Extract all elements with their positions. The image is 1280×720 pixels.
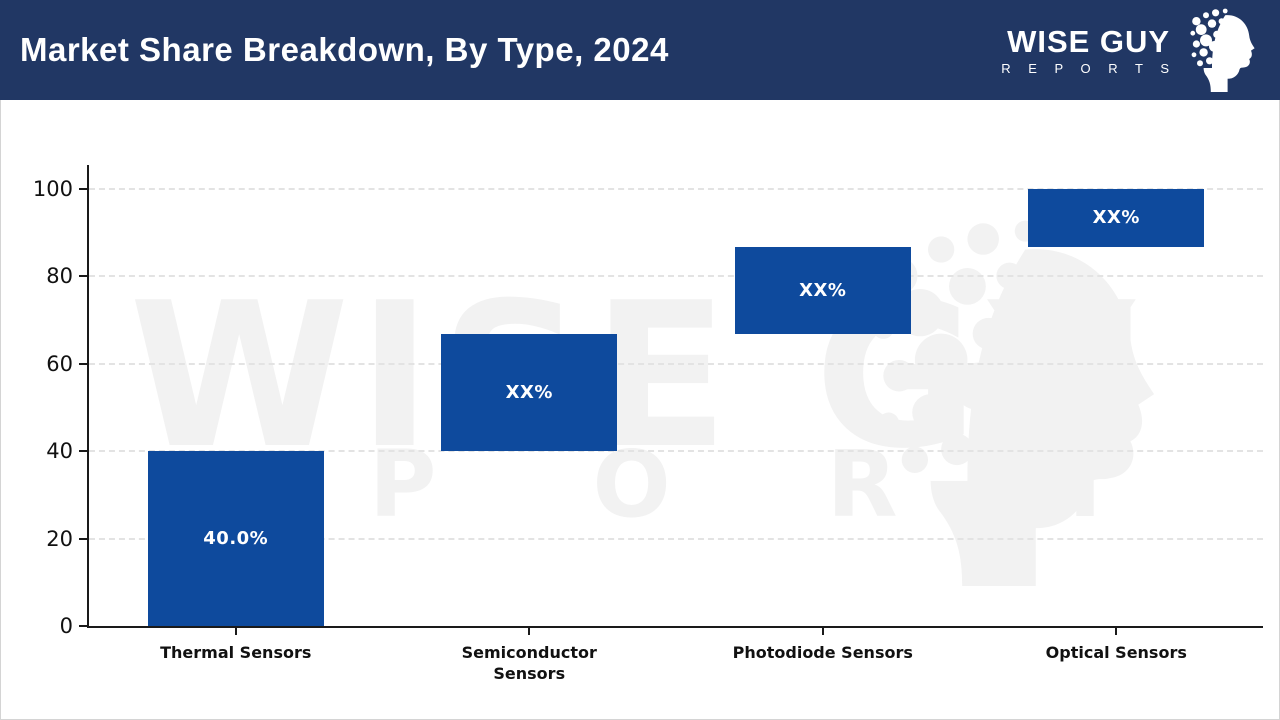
y-tickmark <box>79 362 87 365</box>
y-tick-label: 60 <box>46 351 73 376</box>
y-gridline <box>89 450 1263 452</box>
watermark-text-y: Y <box>989 260 1134 493</box>
y-axis-spine <box>87 165 89 626</box>
bar: XX% <box>734 246 911 335</box>
x-tickmark <box>528 628 531 635</box>
x-tick-label: Thermal Sensors <box>160 643 312 662</box>
x-tickmark <box>234 628 237 635</box>
x-tick-label: Photodiode Sensors <box>732 643 913 662</box>
y-gridline <box>89 362 1263 365</box>
y-tick-label: 20 <box>46 526 73 551</box>
y-tickmark <box>79 187 87 190</box>
wiseguy-head-logo-icon <box>1182 8 1266 92</box>
logo-wordmark: WISE GUY <box>1007 23 1171 59</box>
y-gridline <box>89 275 1263 277</box>
wiseguy-logo: WISE GUY R E P O R T S <box>1001 8 1266 92</box>
bar-value-label: XX% <box>1092 207 1140 229</box>
y-gridline <box>89 537 1263 540</box>
x-tickmark <box>821 628 824 635</box>
bar-value-label: 40.0% <box>203 528 269 549</box>
y-tickmark <box>79 450 87 452</box>
x-tick-label: Semiconductor Sensors <box>461 643 597 683</box>
y-tick-label: 80 <box>46 264 73 288</box>
bar-value-label: XX% <box>505 382 553 404</box>
x-axis-spine <box>87 626 1263 628</box>
y-tickmark <box>79 537 87 540</box>
bar: XX% <box>441 334 618 451</box>
page-title: Market Share Breakdown, By Type, 2024 <box>20 31 669 68</box>
bar-value-label: XX% <box>799 279 847 301</box>
y-tickmark <box>79 625 87 627</box>
bar: 40.0% <box>147 451 324 626</box>
y-tick-label: 40 <box>46 439 73 463</box>
x-tickmark <box>1115 628 1118 635</box>
x-tick-label: Optical Sensors <box>1045 643 1187 662</box>
y-gridline <box>89 187 1263 190</box>
logo-subtext: R E P O R T S <box>1001 60 1176 76</box>
chart-canvas: WISE GU Y P O R T S 02040608010040.0%The… <box>0 100 1280 720</box>
y-tickmark <box>79 275 87 277</box>
bar: XX% <box>1028 188 1205 247</box>
header-bar: Market Share Breakdown, By Type, 2024 WI… <box>0 0 1280 100</box>
y-tick-label: 100 <box>32 176 73 201</box>
y-tick-label: 0 <box>59 614 73 638</box>
